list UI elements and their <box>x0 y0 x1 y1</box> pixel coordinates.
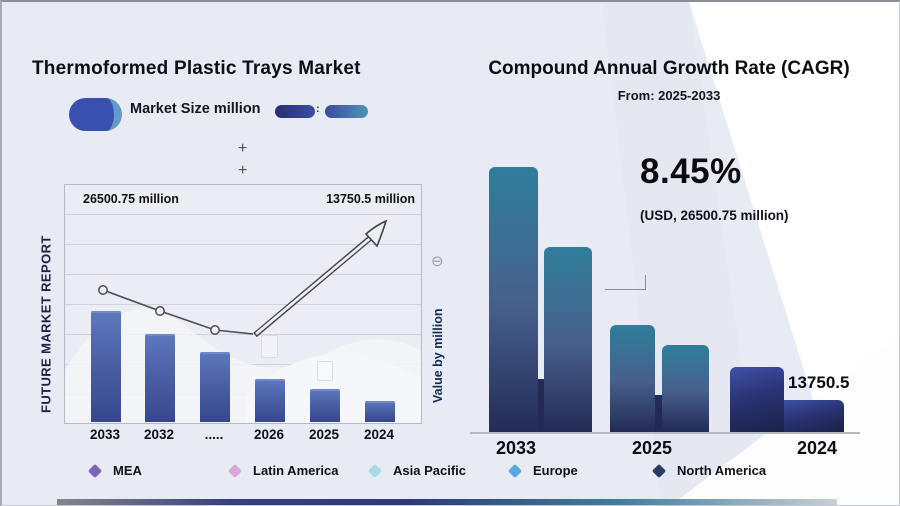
circled-minus-icon: ⊖ <box>431 253 444 270</box>
legend-item-latin-america: Latin America <box>227 463 339 478</box>
diamond-bullet-icon <box>87 463 103 478</box>
market-size-bar-..... <box>200 352 230 422</box>
x-axis-label: 2025 <box>308 427 340 442</box>
bar-series <box>65 185 421 423</box>
cagr-value: 8.45% <box>640 152 742 191</box>
cylinder-icon <box>69 98 122 131</box>
diamond-bullet-icon <box>227 463 243 478</box>
start-value-label: 26500.75 million <box>83 192 179 206</box>
legend-item-mea: MEA <box>87 463 142 478</box>
market-size-bar-2033 <box>91 311 121 422</box>
market-size-bar-2032 <box>145 334 175 422</box>
legend-item-asia-pacific: Asia Pacific <box>367 463 466 478</box>
diamond-bullet-icon <box>651 463 667 478</box>
plus-icon: + <box>238 162 248 179</box>
cagr-bar-2033-secondary <box>544 247 592 432</box>
cagr-title: Compound Annual Growth Rate (CAGR) <box>488 58 850 79</box>
page-title: Thermoformed Plastic Trays Market <box>32 58 361 79</box>
cagr-bar-2033-primary <box>489 167 538 432</box>
diamond-bullet-icon <box>367 463 383 478</box>
value-axis-vertical-label: Value by million <box>431 308 445 404</box>
cagr-year-label: 2025 <box>631 438 673 458</box>
x-axis-label: ..... <box>204 427 224 442</box>
building-watermark-icon <box>317 361 333 381</box>
cagr-basis: (USD, 26500.75 million) <box>640 208 789 223</box>
gradient-pill-icon <box>325 105 368 118</box>
market-size-legend-label: Market Size million <box>130 101 261 117</box>
building-watermark-icon <box>261 335 278 358</box>
value-callout-label: 13750.5 <box>788 373 850 392</box>
trend-line-and-arrow <box>98 219 388 338</box>
legend-label: Latin America <box>253 463 339 478</box>
corner-bracket-decoration <box>605 275 646 290</box>
cagr-period: From: 2025-2033 <box>617 88 721 103</box>
legend-label: Asia Pacific <box>393 463 466 478</box>
plus-icon: + <box>238 140 248 157</box>
market-size-chart-panel: 26500.75 million 13750.5 million <box>64 184 422 424</box>
x-axis-line <box>470 432 860 434</box>
cagr-bar-2024-primary <box>730 367 784 432</box>
cagr-bar-2025-primary <box>610 325 655 432</box>
cagr-bar-2024-secondary <box>784 400 844 432</box>
end-value-label: 13750.5 million <box>326 192 415 206</box>
report-watermark-vertical-label: FUTURE MARKET REPORT <box>38 235 54 413</box>
legend-label: MEA <box>113 463 142 478</box>
gradient-pill-icon <box>275 105 315 118</box>
cagr-year-label: 2033 <box>495 438 537 458</box>
bottom-gradient-bar <box>57 499 837 505</box>
x-axis-labels: 2033 2032..... 2026 2025 2024 <box>64 427 422 445</box>
cagr-chart: 13750.5 2033 2025 2024 <box>470 152 862 464</box>
legend-item-north-america: North America <box>651 463 767 478</box>
market-size-bar-2026 <box>255 379 285 422</box>
market-size-bar-2025 <box>310 389 340 422</box>
cagr-year-label: 2024 <box>796 438 838 458</box>
ratio-separator: : <box>316 103 320 115</box>
diamond-bullet-icon <box>507 463 523 478</box>
x-axis-label: 2026 <box>253 427 285 442</box>
legend-item-europe: Europe <box>507 463 578 478</box>
legend-label: North America <box>677 463 767 478</box>
x-axis-label: 2033 <box>89 427 121 442</box>
x-axis-label: 2032 <box>143 427 175 442</box>
cagr-bar-2025-secondary <box>662 345 709 432</box>
cylinder-icon-seam <box>92 98 115 131</box>
legend-label: Europe <box>533 463 578 478</box>
x-axis-label: 2024 <box>363 427 395 442</box>
market-size-bar-2024 <box>365 401 395 422</box>
